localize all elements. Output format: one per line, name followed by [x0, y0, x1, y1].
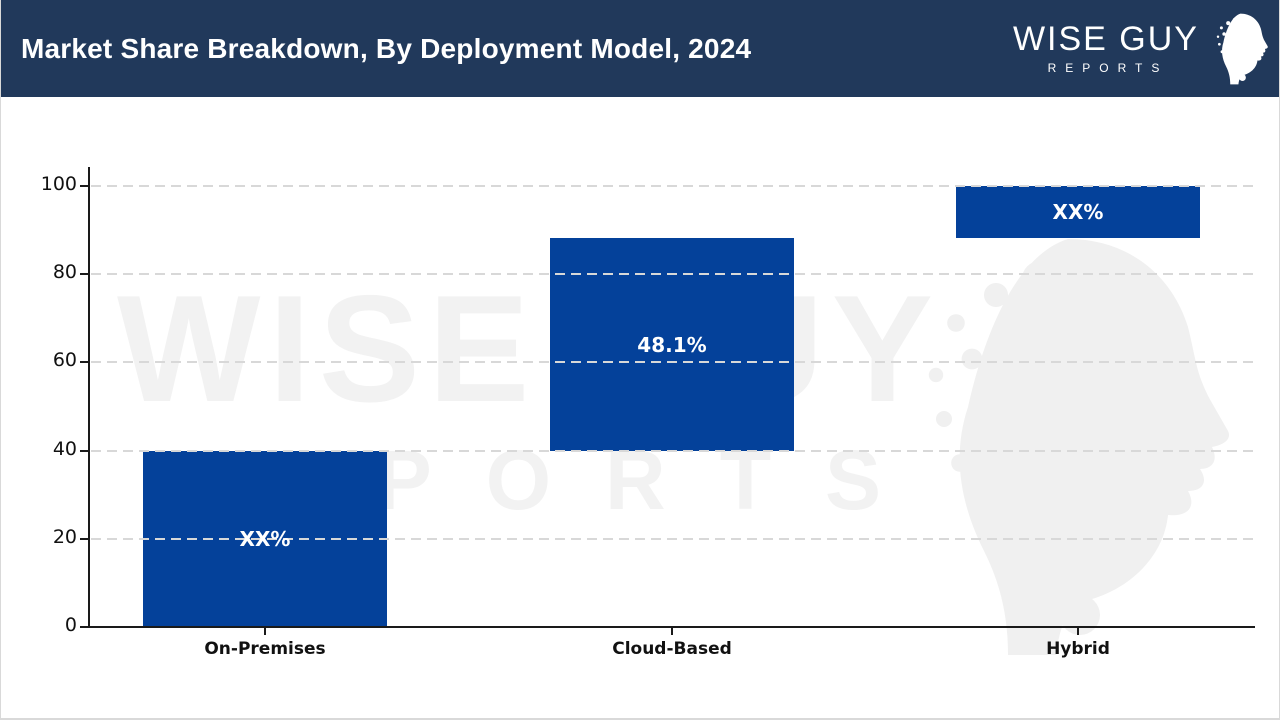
x-axis-label: Cloud-Based: [612, 639, 732, 659]
y-tick-label: 0: [64, 614, 77, 636]
logo-subtext: REPORTS: [1047, 61, 1169, 75]
y-tick: [80, 537, 88, 540]
bar-value-label: XX%: [1052, 200, 1104, 225]
bar-value-label: XX%: [239, 526, 291, 551]
gridline: [91, 449, 1254, 452]
y-axis-line: [88, 167, 90, 628]
bar: [956, 186, 1200, 239]
gridline: [91, 273, 1254, 276]
y-tick: [80, 361, 88, 364]
wiseguy-logo-text: WISE GUY REPORTS: [1013, 22, 1199, 75]
y-tick-label: 40: [52, 437, 77, 460]
x-tick: [671, 628, 673, 635]
x-tick: [1077, 628, 1079, 635]
x-tick: [264, 628, 266, 635]
page-title: Market Share Breakdown, By Deployment Mo…: [21, 32, 752, 64]
header-bar: Market Share Breakdown, By Deployment Mo…: [1, 0, 1279, 97]
x-axis-line: [87, 626, 1255, 628]
wiseguy-head-icon: [1201, 7, 1269, 91]
y-tick-label: 20: [52, 525, 77, 548]
gridline: [91, 185, 1254, 187]
gridline: [91, 537, 1254, 540]
y-tick: [80, 626, 88, 628]
y-tick-label: 80: [52, 261, 77, 284]
watermark-wordmark: WISE GUY: [117, 264, 942, 434]
x-axis-label: On-Premises: [204, 639, 326, 659]
wiseguy-logo: WISE GUY REPORTS: [1013, 7, 1269, 91]
y-tick: [80, 185, 88, 187]
logo-wordmark: WISE GUY: [1012, 20, 1199, 58]
x-axis-label: Hybrid: [1046, 639, 1110, 659]
y-tick-label: 60: [52, 349, 77, 372]
gridline: [91, 361, 1254, 364]
bar-value-label: 48.1%: [637, 332, 707, 357]
y-tick-label: 100: [40, 173, 77, 195]
y-tick: [80, 273, 88, 276]
y-tick: [80, 449, 88, 452]
